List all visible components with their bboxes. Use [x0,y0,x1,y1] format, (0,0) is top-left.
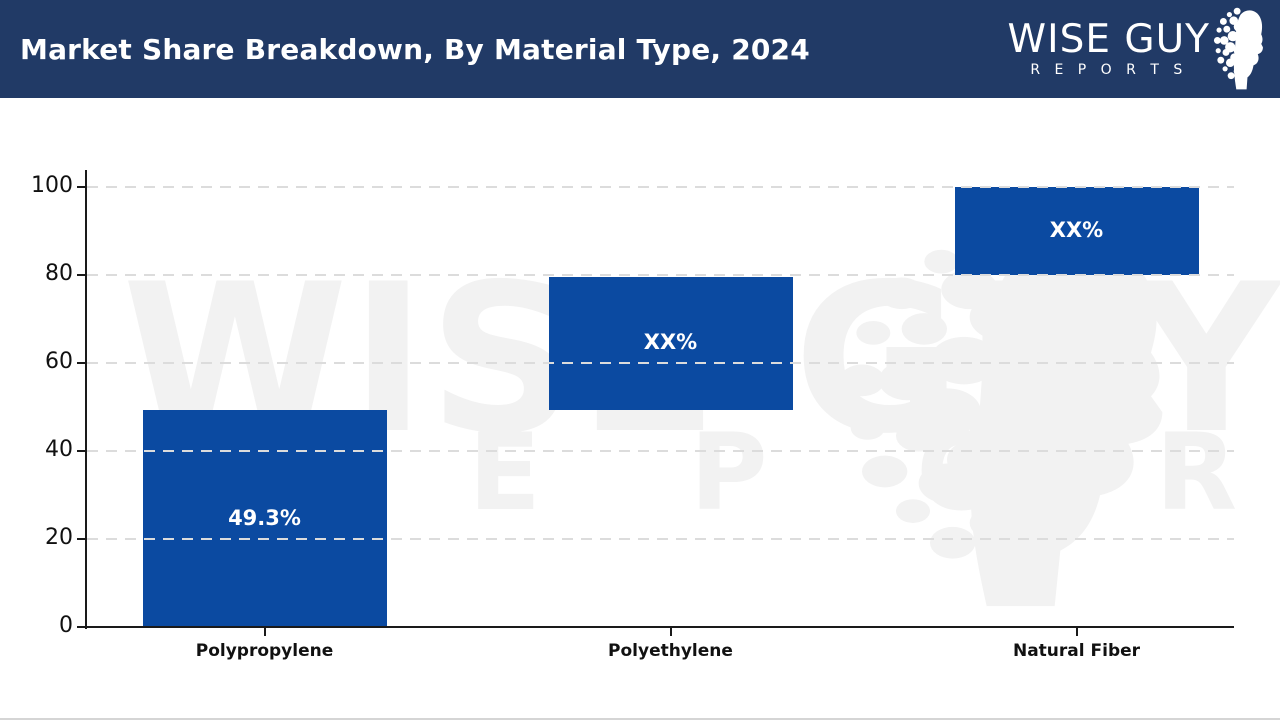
logo-subtext: R E P O R T S [1030,62,1188,78]
y-axis-line [85,170,87,629]
bar-segment [548,276,793,411]
x-tick-mark [669,628,672,636]
y-gridline [87,274,1234,276]
y-tick-label: 60 [45,349,73,374]
x-axis-line [85,626,1234,628]
y-tick-label: 40 [45,437,73,462]
brand-logo: WISE GUY R E P O R T S [1008,6,1280,92]
y-tick-mark [77,450,87,452]
y-tick-mark [77,186,87,188]
bar-segment [142,410,387,627]
x-tick-mark [1075,628,1078,636]
page-title: Market Share Breakdown, By Material Type… [20,32,810,66]
header-bar: Market Share Breakdown, By Material Type… [0,0,1280,98]
x-tick-label: Polypropylene [195,641,334,661]
y-tick-label: 20 [45,525,73,550]
y-gridline [87,362,1234,364]
bottom-border [0,718,1280,720]
x-tick-label: Natural Fiber [1012,641,1141,661]
y-gridline [87,450,1234,452]
y-gridline [87,186,1234,188]
x-tick-mark [263,628,266,636]
watermark-subtext: R E P O R T S [238,411,1280,534]
y-tick-label: 100 [31,173,73,198]
y-tick-mark [77,626,87,628]
y-tick-mark [77,538,87,540]
x-tick-label: Polyethylene [608,641,733,661]
y-gridline [87,538,1234,540]
y-tick-label: 0 [59,613,73,638]
brand-logo-text: WISE GUY R E P O R T S [1008,20,1210,78]
bar-value-label: XX% [643,330,698,355]
y-tick-mark [77,274,87,276]
logo-wordmark: WISE GUY [1007,17,1210,62]
bar-value-label: 49.3% [228,505,301,530]
bar-value-label: XX% [1049,218,1104,243]
y-tick-mark [77,362,87,364]
y-tick-label: 80 [45,261,73,286]
watermark-face-icon [828,222,1168,618]
